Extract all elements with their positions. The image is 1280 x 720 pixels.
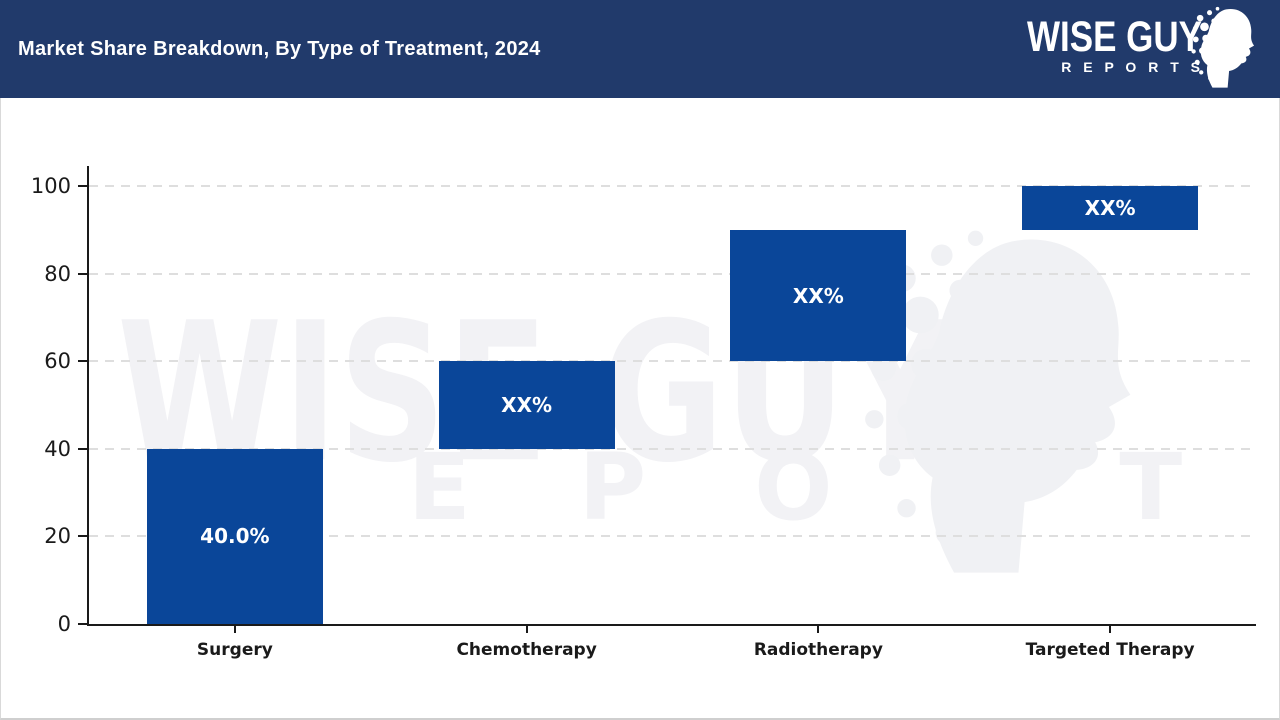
bar-value-label: XX%: [501, 393, 553, 418]
chart-canvas: WISE GUY R E P O R T S 0 20 40 60 80 100 40.0…: [0, 98, 1280, 720]
bar-surgery: 40.0%: [146, 448, 323, 624]
x-category-label: Targeted Therapy: [1025, 640, 1195, 660]
wise-guy-logo: WISE GUY R E P O R T S: [1006, 0, 1266, 98]
y-tick-label-80: 80: [44, 261, 71, 286]
x-axis-line: [87, 624, 1256, 626]
bar-value-label: 40.0%: [200, 524, 270, 549]
logo-head-icon: [1190, 5, 1266, 92]
y-tick-label-60: 60: [44, 349, 71, 374]
x-tick-1: [233, 626, 236, 633]
y-tick-label-20: 20: [44, 524, 71, 549]
y-tick-40: [78, 447, 87, 450]
y-tick-label-100: 100: [30, 174, 71, 198]
plot-area: 0 20 40 60 80 100 40.0% XX% XX% XX% Surgery Chemo…: [31, 166, 1256, 660]
x-category-label: Surgery: [196, 640, 273, 660]
bar-chemotherapy: XX%: [438, 361, 615, 449]
bar-value-label: XX%: [1084, 195, 1136, 220]
y-tick-0: [78, 623, 87, 625]
y-tick-20: [78, 535, 87, 538]
y-tick-100: [78, 185, 87, 187]
bar-value-label: XX%: [792, 283, 844, 308]
x-category-label: Radiotherapy: [753, 640, 883, 660]
y-tick-60: [78, 360, 87, 363]
gridline-100: [89, 185, 1256, 187]
x-tick-3: [817, 626, 820, 633]
y-tick-80: [78, 272, 87, 275]
bar-radiotherapy: XX%: [730, 229, 907, 362]
bar-targeted-therapy: XX%: [1022, 186, 1199, 230]
y-tick-label-40: 40: [44, 436, 71, 461]
header-bar: Market Share Breakdown, By Type of Treat…: [0, 0, 1280, 98]
gridline-20: [89, 535, 1256, 538]
logo-subtitle: R E P O R T S: [1061, 59, 1204, 75]
gridline-40: [89, 447, 1256, 450]
y-tick-label-0: 0: [57, 612, 71, 636]
y-axis-line: [87, 166, 89, 624]
x-category-label: Chemotherapy: [456, 640, 597, 660]
logo-wordmark: WISE GUY: [1026, 13, 1202, 61]
gridline-80: [89, 272, 1256, 275]
page-title: Market Share Breakdown, By Type of Treat…: [18, 37, 541, 60]
gridline-60: [89, 360, 1256, 363]
x-tick-2: [525, 626, 528, 633]
x-tick-4: [1109, 626, 1112, 633]
